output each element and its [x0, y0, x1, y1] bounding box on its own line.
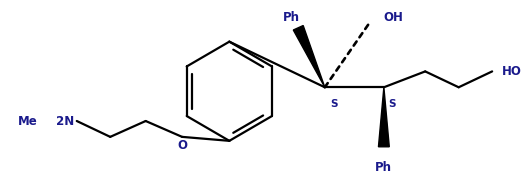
Text: S: S	[331, 99, 338, 109]
Polygon shape	[379, 87, 389, 147]
Text: S: S	[388, 99, 395, 109]
Text: HO: HO	[502, 65, 522, 78]
Text: Ph: Ph	[375, 161, 392, 174]
Text: 2N: 2N	[52, 115, 75, 127]
Text: Me: Me	[18, 115, 37, 127]
Text: Ph: Ph	[283, 11, 300, 24]
Text: O: O	[177, 139, 187, 152]
Polygon shape	[293, 25, 325, 87]
Text: OH: OH	[384, 11, 404, 24]
